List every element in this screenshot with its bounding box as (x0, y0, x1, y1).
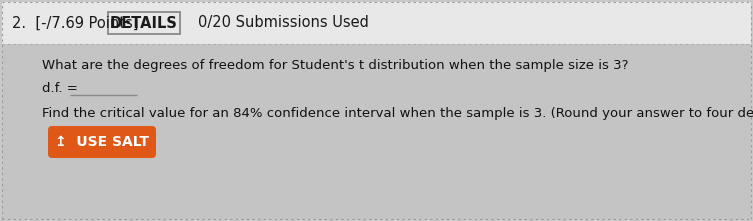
Text: 2.  [-/7.69 Points]: 2. [-/7.69 Points] (12, 15, 139, 30)
FancyBboxPatch shape (108, 12, 180, 34)
Text: ↥  USE SALT: ↥ USE SALT (55, 135, 149, 149)
Text: What are the degrees of freedom for Student's t distribution when the sample siz: What are the degrees of freedom for Stud… (42, 59, 629, 72)
FancyBboxPatch shape (48, 126, 156, 158)
Text: d.f. =: d.f. = (42, 82, 78, 95)
Bar (2, 44, 751, 219)
Text: 0/20 Submissions Used: 0/20 Submissions Used (198, 15, 369, 30)
Text: Find the critical value for an 84% confidence interval when the sample is 3. (Ro: Find the critical value for an 84% confi… (42, 107, 753, 120)
Text: DETAILS: DETAILS (110, 15, 178, 30)
Bar (2, 2, 751, 44)
